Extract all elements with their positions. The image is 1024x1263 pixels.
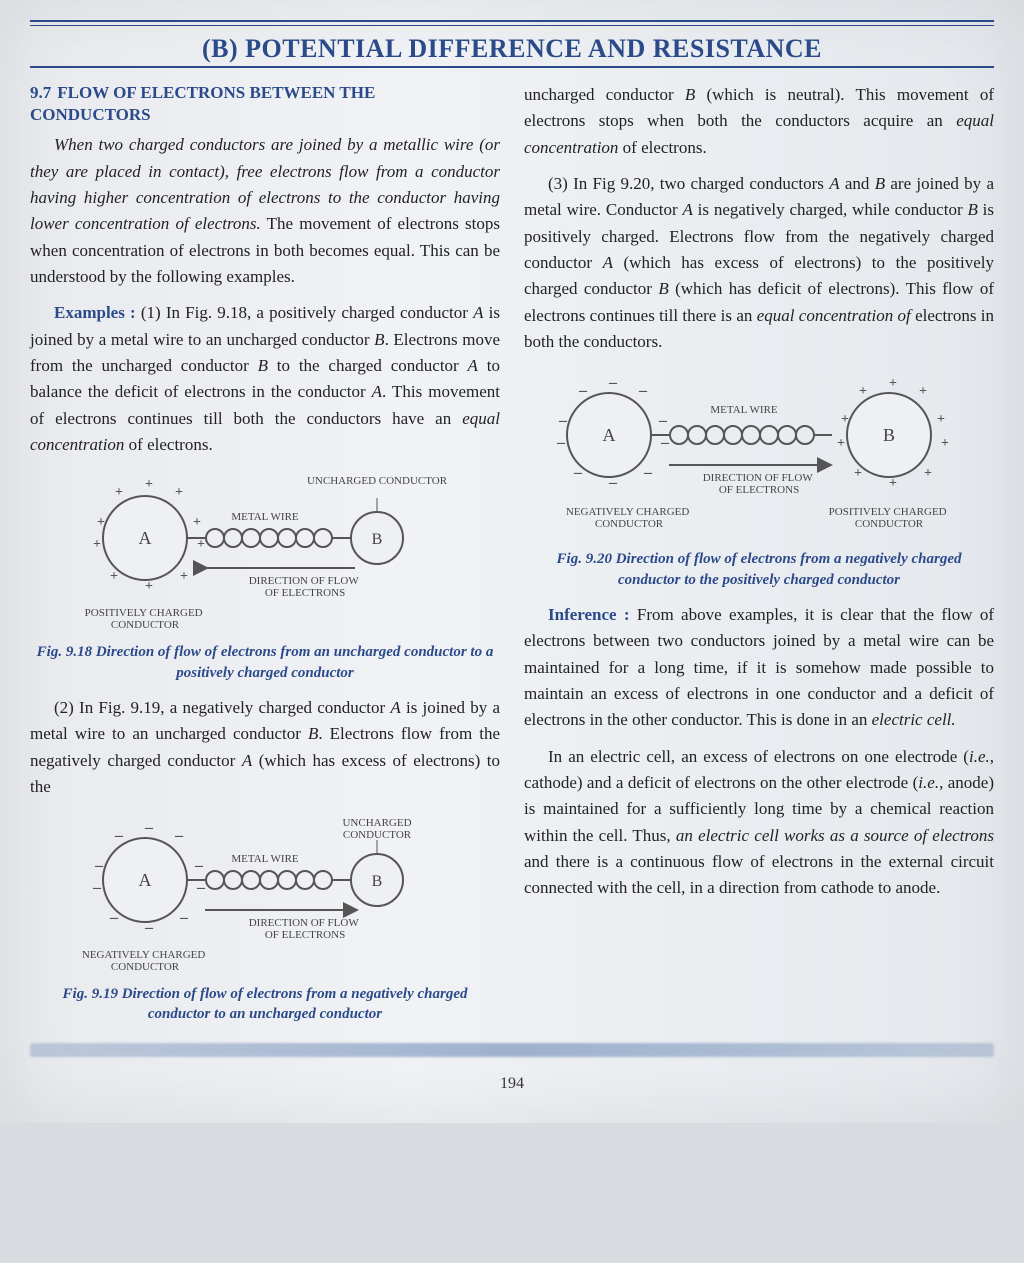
fig918-B: B — [372, 531, 383, 548]
svg-text:+: + — [919, 384, 927, 399]
svg-text:–: – — [174, 827, 184, 844]
svg-text:–: – — [643, 464, 653, 481]
fig-9-19-svg: A ––– –– –– ––– — [55, 810, 475, 980]
fig918-uncharged-label: UNCHARGED CONDUCTOR — [307, 475, 448, 487]
examples-label: Examples : — [54, 303, 136, 322]
svg-text:+: + — [93, 537, 101, 552]
svg-text:+: + — [889, 476, 897, 491]
svg-text:+: + — [115, 485, 123, 500]
svg-text:DIRECTION OF FLOW: DIRECTION OF FLOW OF ELECTRONS — [249, 917, 362, 941]
svg-text:+: + — [889, 376, 897, 391]
svg-text:–: – — [608, 374, 618, 391]
svg-text:DIRECTION OF FLOW: DIRECTION OF FLOW OF ELECTRONS — [249, 575, 362, 599]
inference-paragraph: Inference : From above examples, it is c… — [524, 602, 994, 734]
svg-text:–: – — [558, 412, 568, 429]
bottom-shadow — [30, 1043, 994, 1057]
fig-9-18-caption: Fig. 9.18 Direction of flow of electrons… — [30, 642, 500, 683]
figure-9-20: A ––– –– –– ––– — [524, 365, 994, 545]
svg-text:+: + — [941, 436, 949, 451]
section-heading: 9.7FLOW OF ELECTRONS BETWEEN THE CONDUCT… — [30, 82, 500, 126]
example-2-paragraph: (2) In Fig. 9.19, a negatively charged c… — [30, 695, 500, 800]
svg-text:–: – — [114, 827, 124, 844]
svg-text:POSITIVELY CHARGED: POSITIVELY CHARGED CONDUCTOR — [829, 506, 950, 530]
right-column: uncharged conductor B (which is neutral)… — [524, 82, 994, 1037]
svg-text:–: – — [196, 879, 206, 896]
svg-text:A: A — [139, 870, 152, 890]
svg-text:DIRECTION OF FLOW: DIRECTION OF FLOW OF ELECTRONS — [703, 472, 816, 496]
chapter-section-title: (B) POTENTIAL DIFFERENCE AND RESISTANCE — [30, 34, 994, 64]
svg-text:+: + — [854, 466, 862, 481]
fig-9-20-caption: Fig. 9.20 Direction of flow of electrons… — [524, 549, 994, 590]
svg-text:+: + — [145, 477, 153, 492]
intro-paragraph: When two charged conductors are joined b… — [30, 132, 500, 290]
fig-9-19-caption: Fig. 9.19 Direction of flow of electrons… — [30, 984, 500, 1025]
svg-text:–: – — [608, 474, 618, 491]
svg-text:+: + — [937, 412, 945, 427]
svg-text:METAL WIRE: METAL WIRE — [231, 853, 299, 865]
svg-text:+: + — [837, 436, 845, 451]
svg-text:+: + — [197, 537, 205, 552]
svg-text:B: B — [883, 425, 895, 445]
svg-text:–: – — [109, 909, 119, 926]
svg-text:+: + — [145, 579, 153, 594]
svg-text:NEGATIVELY CHARGED: NEGATIVELY CHARGED CONDUCTOR — [566, 506, 692, 530]
svg-text:–: – — [658, 412, 668, 429]
figure-9-18: A + + + + + + + + + + — [30, 468, 500, 638]
left-column: 9.7FLOW OF ELECTRONS BETWEEN THE CONDUCT… — [30, 82, 500, 1037]
textbook-page: (B) POTENTIAL DIFFERENCE AND RESISTANCE … — [0, 0, 1024, 1123]
svg-text:METAL WIRE: METAL WIRE — [710, 404, 778, 416]
fig918-A: A — [139, 528, 152, 548]
page-number: 194 — [30, 1075, 994, 1093]
svg-text:NEGATIVELY CHARGED: NEGATIVELY CHARGED CONDUCTOR — [82, 949, 208, 973]
top-rule — [30, 20, 994, 26]
svg-text:–: – — [92, 879, 102, 896]
svg-text:–: – — [144, 919, 154, 936]
svg-text:–: – — [179, 909, 189, 926]
svg-text:POSITIVELY CHARGED: POSITIVELY CHARGED CONDUCTOR — [85, 607, 206, 631]
fig-9-20-svg: A ––– –– –– ––– — [529, 365, 989, 545]
svg-text:–: – — [573, 464, 583, 481]
svg-text:+: + — [110, 569, 118, 584]
svg-text:UNCHARGEDCONDUCTOR: UNCHARGEDCONDUCTOR — [342, 817, 411, 841]
svg-text:–: – — [578, 382, 588, 399]
example-3-paragraph: (3) In Fig 9.20, two charged conductors … — [524, 171, 994, 355]
svg-text:–: – — [194, 857, 204, 874]
example-1-paragraph: Examples : (1) In Fig. 9.18, a positivel… — [30, 300, 500, 458]
fig918-wire-label: METAL WIRE — [231, 511, 299, 523]
svg-text:+: + — [175, 485, 183, 500]
svg-text:+: + — [924, 466, 932, 481]
fig-9-18-svg: A + + + + + + + + + + — [55, 468, 475, 638]
title-underline — [30, 66, 994, 68]
svg-text:–: – — [638, 382, 648, 399]
svg-text:A: A — [603, 425, 616, 445]
svg-text:–: – — [94, 857, 104, 874]
section-number: 9.7 — [30, 83, 51, 102]
svg-text:+: + — [841, 412, 849, 427]
svg-text:+: + — [97, 515, 105, 530]
svg-text:+: + — [180, 569, 188, 584]
electric-cell-paragraph: In an electric cell, an excess of electr… — [524, 744, 994, 902]
svg-text:–: – — [144, 819, 154, 836]
svg-text:+: + — [193, 515, 201, 530]
two-column-layout: 9.7FLOW OF ELECTRONS BETWEEN THE CONDUCT… — [30, 82, 994, 1037]
inference-label: Inference : — [548, 605, 630, 624]
section-title: FLOW OF ELECTRONS BETWEEN THE CONDUCTORS — [30, 83, 375, 124]
svg-text:B: B — [372, 873, 383, 890]
right-continuation-1: uncharged conductor B (which is neutral)… — [524, 82, 994, 161]
svg-text:–: – — [556, 434, 566, 451]
svg-text:–: – — [660, 434, 670, 451]
figure-9-19: A ––– –– –– ––– — [30, 810, 500, 980]
svg-text:+: + — [859, 384, 867, 399]
